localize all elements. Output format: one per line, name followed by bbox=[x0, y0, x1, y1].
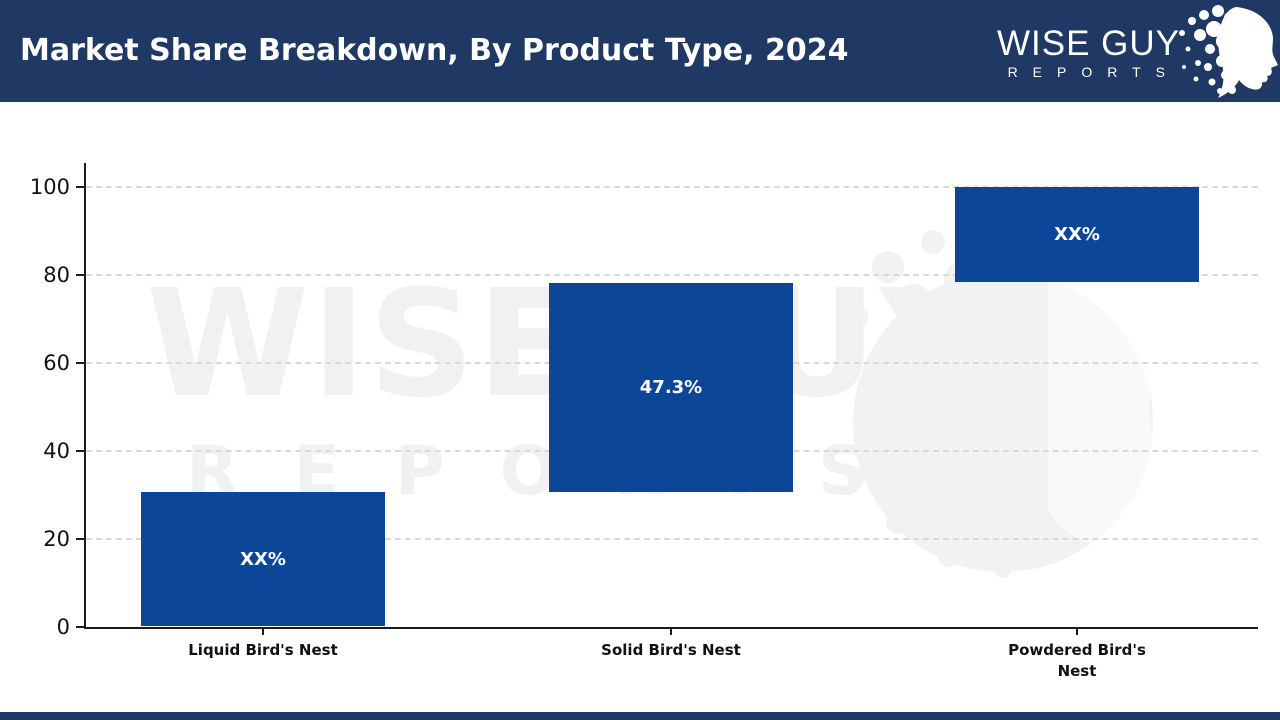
wise-guy-logo: WISE GUY REPORTS bbox=[997, 5, 1280, 100]
x-category-label: Solid Bird's Nest bbox=[601, 641, 741, 659]
chart-area: WISE GUY REPORTS 100 80 bbox=[0, 102, 1280, 713]
logo-wordmark: WISE GUY bbox=[996, 23, 1180, 63]
y-tick bbox=[76, 362, 84, 364]
x-tick bbox=[670, 629, 672, 635]
x-tick bbox=[1076, 629, 1078, 635]
x-axis-line bbox=[84, 627, 1258, 629]
bar-value-label: XX% bbox=[1054, 224, 1100, 245]
bar-liquid-birds-nest: XX% bbox=[141, 492, 385, 626]
logo-subtitle: REPORTS bbox=[1007, 63, 1180, 80]
page-title: Market Share Breakdown, By Product Type,… bbox=[20, 33, 849, 68]
x-category-label: Powdered Bird's Nest bbox=[1008, 641, 1146, 680]
y-tick-label: 100 bbox=[29, 175, 70, 199]
y-tick bbox=[76, 186, 84, 188]
y-tick bbox=[76, 274, 84, 276]
y-tick bbox=[76, 538, 84, 540]
y-tick-label: 40 bbox=[43, 439, 70, 463]
y-tick bbox=[76, 450, 84, 452]
gridline-20 bbox=[86, 538, 1258, 540]
gridline-100 bbox=[86, 186, 1258, 188]
y-tick-label: 20 bbox=[43, 527, 70, 551]
y-tick bbox=[76, 626, 84, 628]
x-category-label: Liquid Bird's Nest bbox=[188, 641, 338, 659]
logo-text: WISE GUY REPORTS bbox=[996, 23, 1180, 80]
bar-solid-birds-nest: 47.3% bbox=[549, 283, 793, 492]
y-tick-label: 60 bbox=[43, 351, 70, 375]
x-tick bbox=[262, 629, 264, 635]
y-tick-label: 80 bbox=[43, 263, 70, 287]
y-axis-line bbox=[84, 163, 86, 629]
face-profile-icon bbox=[1179, 5, 1278, 98]
gridline-80 bbox=[86, 274, 1258, 276]
bar-value-label: XX% bbox=[240, 548, 286, 570]
bar-powdered-birds-nest: XX% bbox=[955, 187, 1199, 282]
footer-bar bbox=[0, 712, 1280, 720]
bar-value-label: 47.3% bbox=[639, 377, 703, 398]
watermark-face-icon bbox=[832, 214, 1166, 578]
header-bar: Market Share Breakdown, By Product Type,… bbox=[0, 0, 1280, 102]
y-tick-label: 0 bbox=[56, 615, 70, 639]
